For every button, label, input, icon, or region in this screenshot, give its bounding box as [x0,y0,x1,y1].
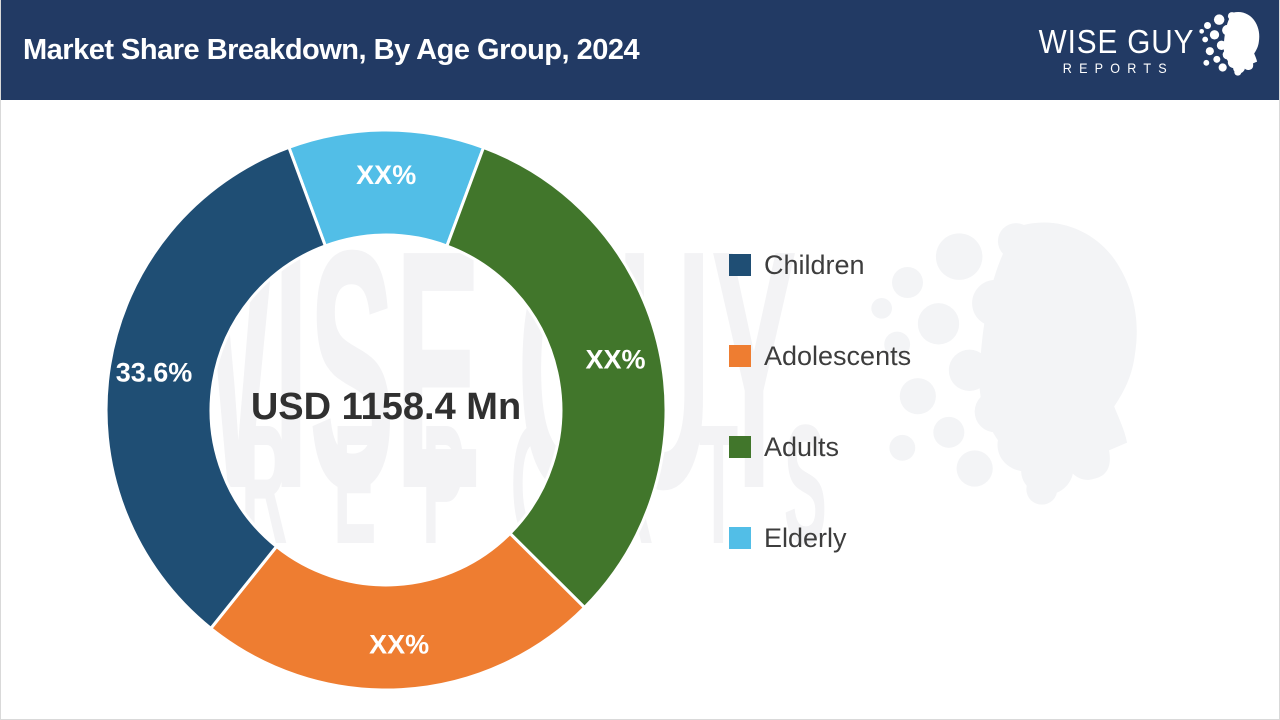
logo-subtitle: REPORTS [1062,60,1174,76]
segment-label-adolescents: XX% [369,630,429,660]
donut-segment-adolescents[interactable] [208,531,587,692]
legend-swatch-elderly [729,527,751,549]
logo-wordmark: WISE GUY [1038,23,1195,60]
chart-center-value: USD 1158.4 Mn [250,386,522,428]
chart-legend: Children Adolescents Adults Elderly [729,250,911,614]
legend-item-adolescents[interactable]: Adolescents [729,341,911,371]
segment-label-adults: XX% [585,345,645,375]
legend-swatch-adolescents [729,345,751,367]
legend-label: Adolescents [764,340,912,371]
donut-segment-adults[interactable] [444,145,668,610]
segment-label-children: 33.6% [116,357,193,387]
legend-item-children[interactable]: Children [729,250,911,280]
segment-label-elderly: XX% [356,160,416,190]
legend-swatch-children [729,254,751,276]
legend-label: Children [764,249,865,280]
page-title: Market Share Breakdown, By Age Group, 20… [23,33,640,66]
legend-label: Adults [764,431,840,462]
logo-text: WISE GUY REPORTS [1039,25,1195,75]
legend-label: Elderly [764,522,847,553]
legend-item-elderly[interactable]: Elderly [729,523,911,553]
legend-item-adults[interactable]: Adults [729,432,911,462]
donut-chart: XX% XX% XX% 33.6% [104,128,668,692]
legend-swatch-adults [729,436,751,458]
logo-face-icon [1199,11,1260,76]
wise-guy-reports-logo: WISE GUY REPORTS [1030,9,1267,91]
donut-segment-children[interactable] [104,145,328,631]
header-bar: Market Share Breakdown, By Age Group, 20… [1,0,1279,100]
